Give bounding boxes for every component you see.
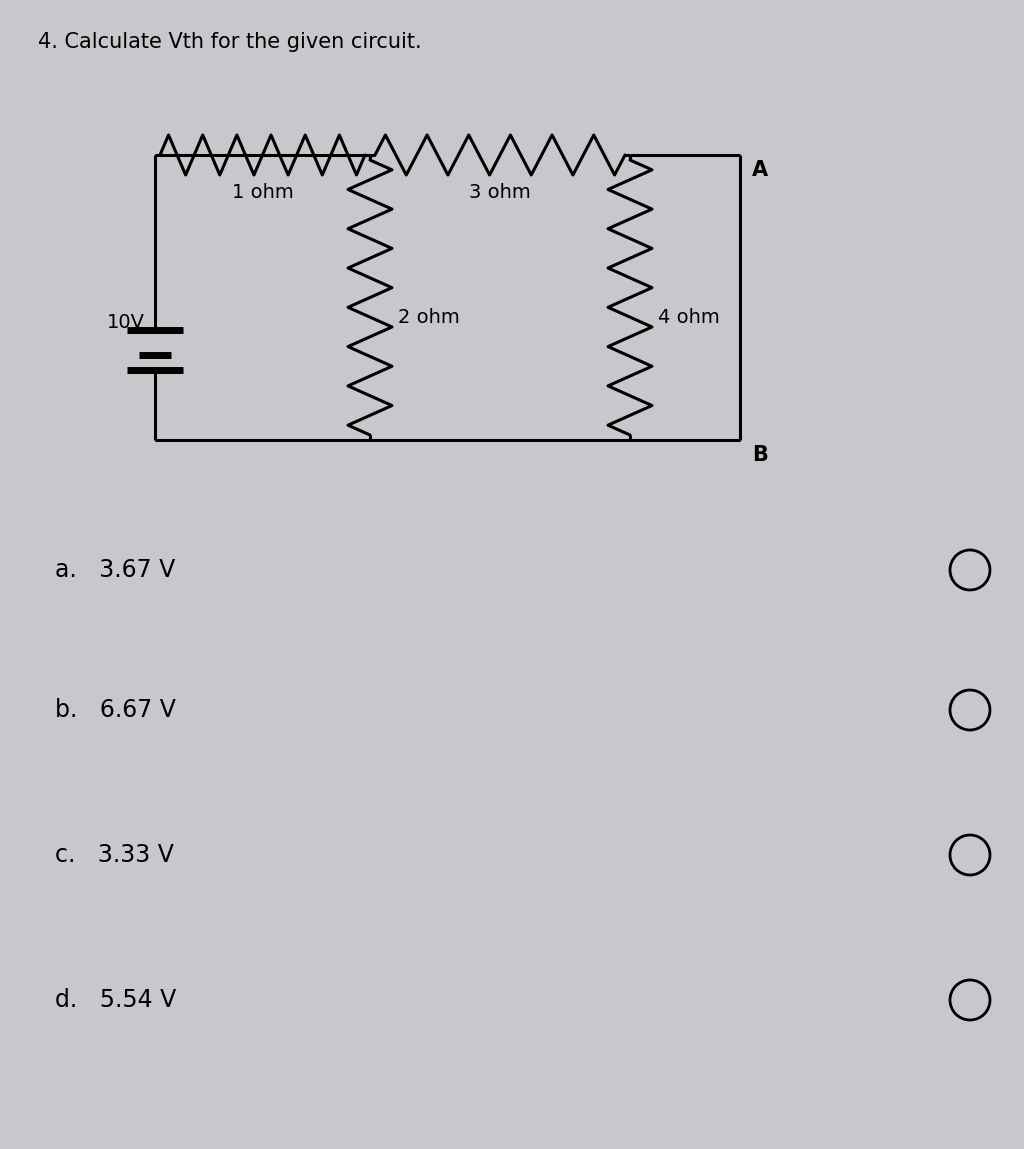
Text: b.   6.67 V: b. 6.67 V bbox=[55, 697, 176, 722]
Text: 1 ohm: 1 ohm bbox=[231, 183, 293, 202]
Text: B: B bbox=[752, 445, 768, 465]
Text: 10V: 10V bbox=[106, 314, 145, 332]
Text: 4. Calculate Vth for the given circuit.: 4. Calculate Vth for the given circuit. bbox=[38, 32, 422, 52]
Text: 2 ohm: 2 ohm bbox=[398, 308, 460, 327]
Text: 3 ohm: 3 ohm bbox=[469, 183, 530, 202]
Text: c.   3.33 V: c. 3.33 V bbox=[55, 843, 174, 867]
Text: d.   5.54 V: d. 5.54 V bbox=[55, 988, 176, 1012]
Text: 4 ohm: 4 ohm bbox=[658, 308, 720, 327]
Text: a.   3.67 V: a. 3.67 V bbox=[55, 558, 175, 583]
Text: A: A bbox=[752, 160, 768, 180]
